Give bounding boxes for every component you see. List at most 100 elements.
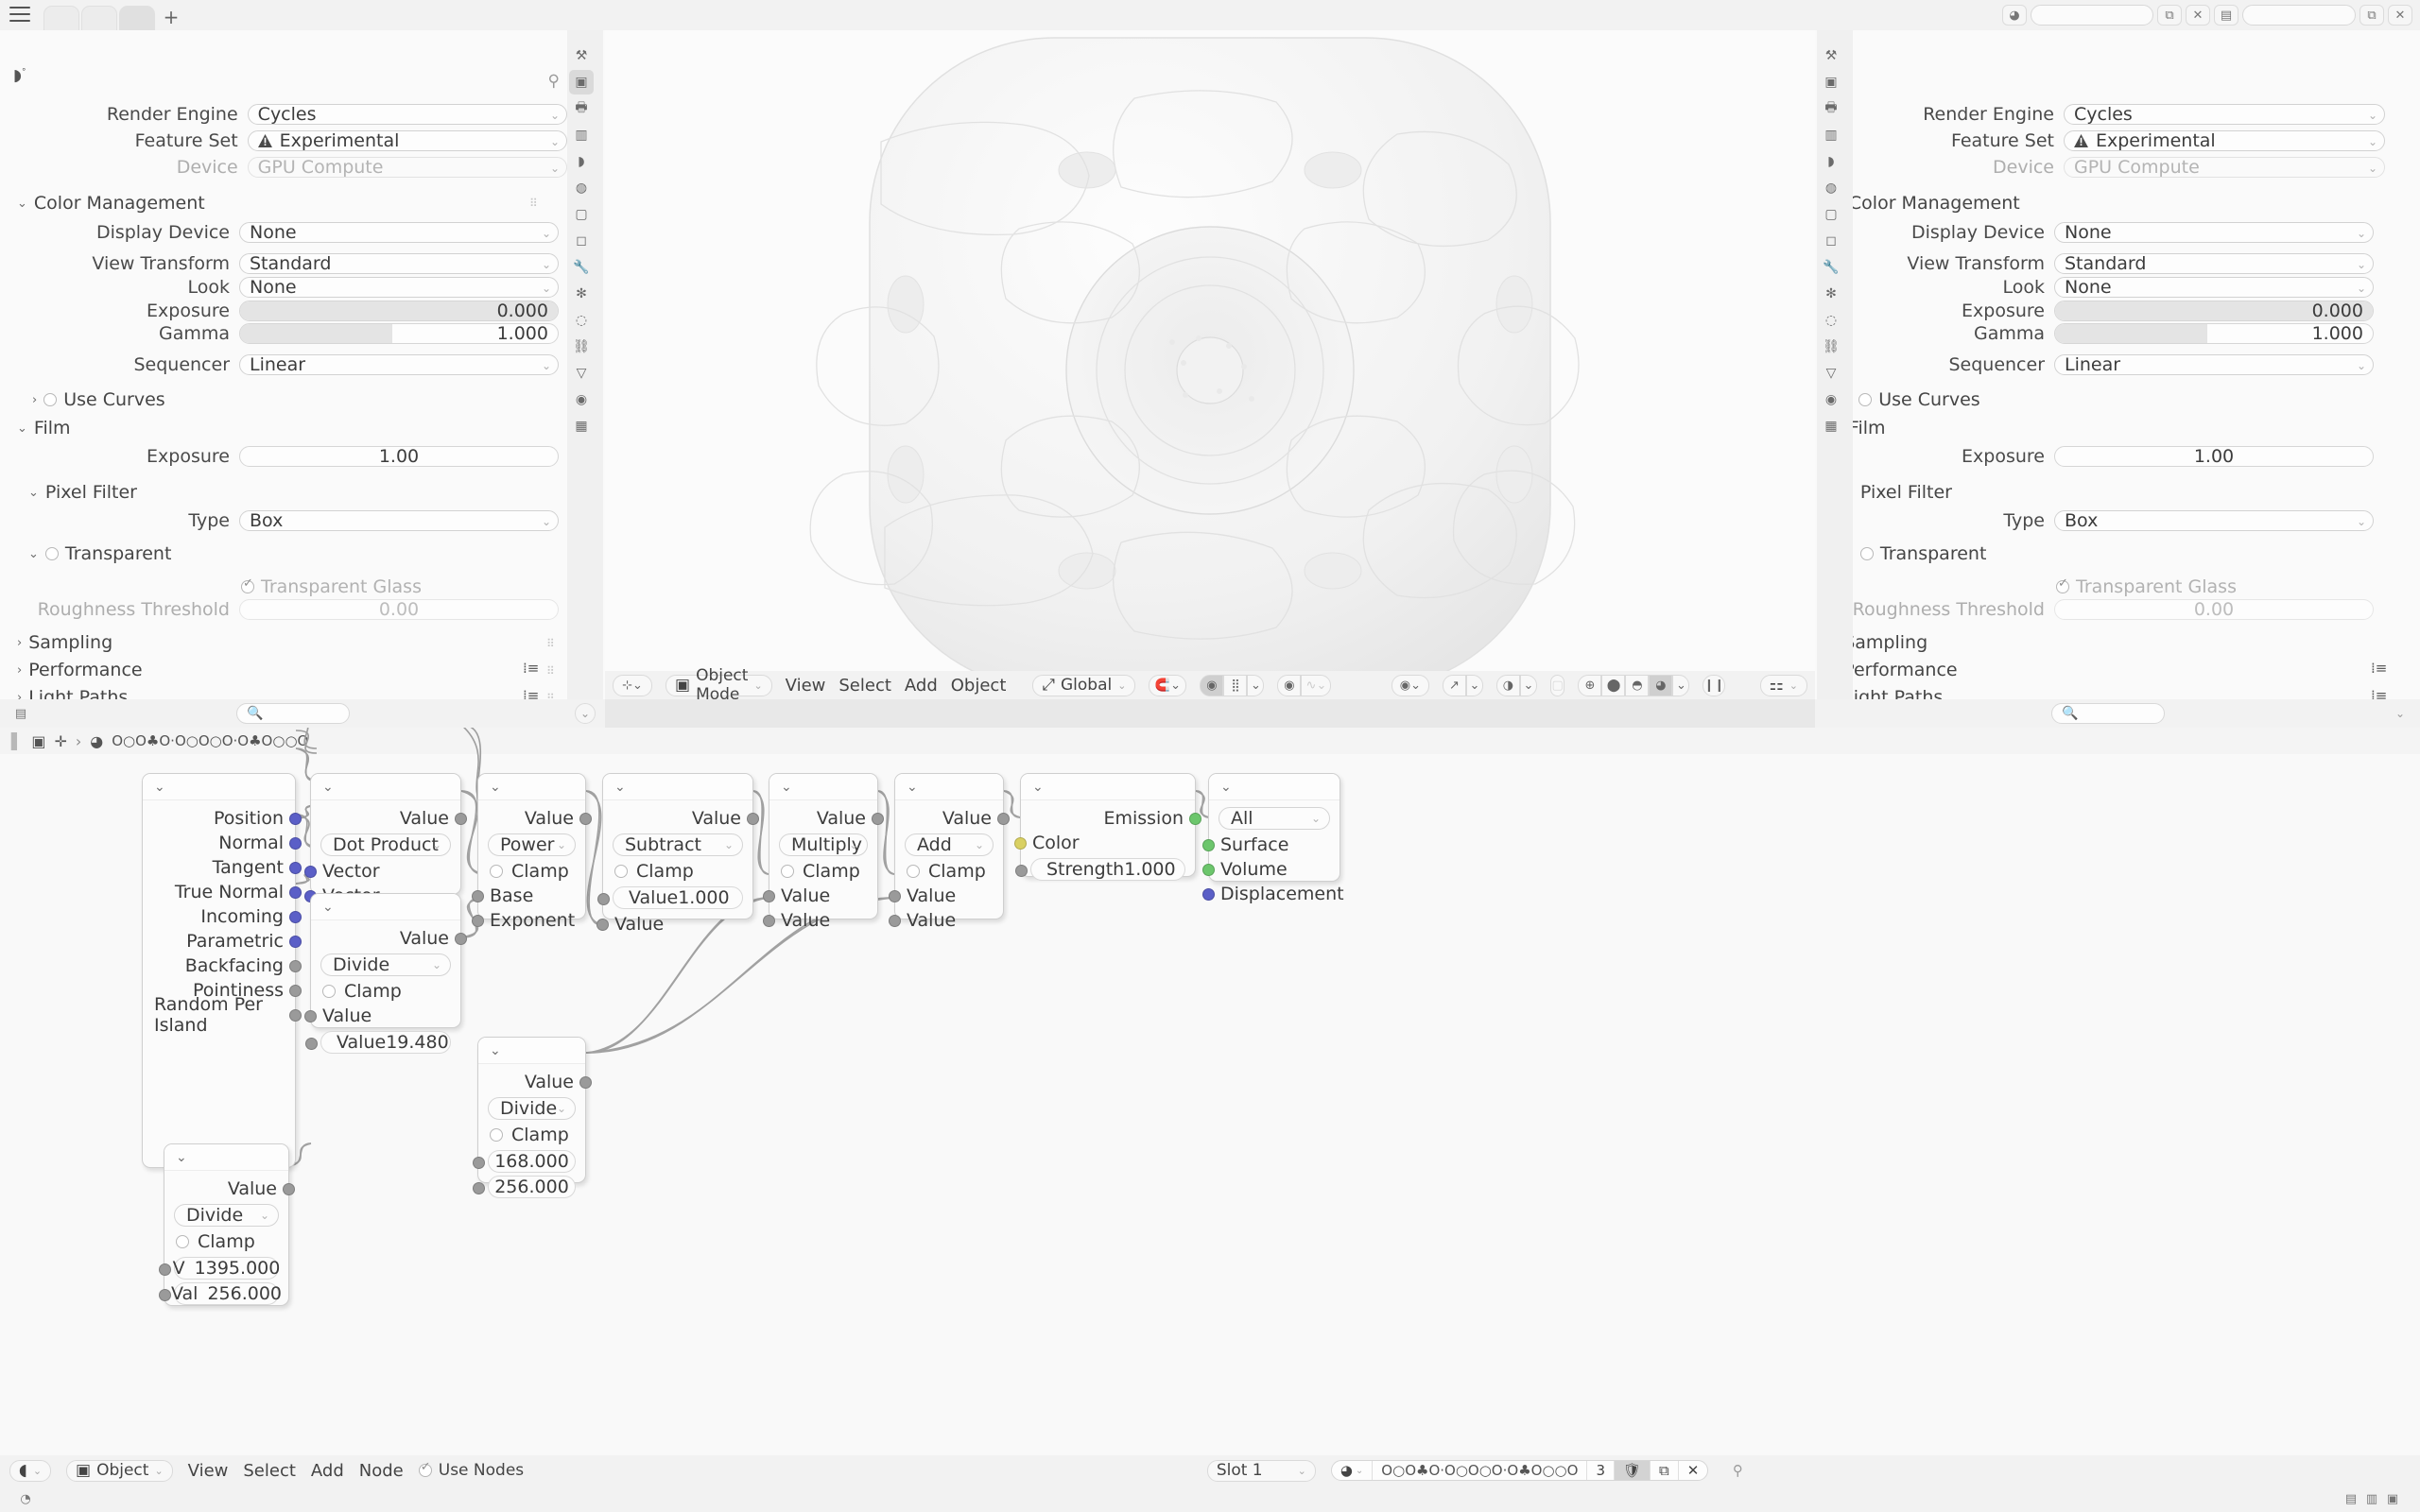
socket-tangent[interactable] — [289, 862, 302, 874]
sidebar-item-world-right[interactable]: ◍ — [1824, 180, 1838, 196]
socket-color[interactable] — [1014, 837, 1027, 850]
node-math-divide-a[interactable]: ⌄ Value Divide ⌄ Clamp Value Value 19.480 — [304, 893, 467, 1054]
shield-icon[interactable]: 🛡 — [1614, 1461, 1651, 1480]
gizmo-group[interactable]: ↗ ⌄ — [1442, 674, 1483, 696]
transform-orientation-selector[interactable]: ⤢ Global ⌄ — [1032, 674, 1136, 696]
socket-value-in-2[interactable] — [473, 1182, 485, 1194]
node-emission[interactable]: ⌄ Emission Color Strength 1.000 — [1014, 773, 1201, 881]
viewport-3d[interactable]: ⊹⌄ ▣ Object Mode ⌄ View Select Add Objec… — [605, 30, 1815, 699]
operation-dropdown[interactable]: Dot Product ⌄ — [320, 833, 451, 856]
sidebar-item-physics-right[interactable]: ◌ — [1824, 313, 1838, 328]
socket-exponent[interactable] — [472, 915, 484, 927]
operation-dropdown[interactable]: Divide ⌄ — [488, 1097, 576, 1120]
look-dropdown[interactable]: None ⌄ — [239, 277, 559, 298]
transparent-checkbox[interactable] — [44, 547, 59, 560]
clamp-checkbox[interactable] — [490, 865, 503, 878]
new-scene-icon[interactable]: ⧉ — [2157, 5, 2182, 26]
look-dropdown-right[interactable]: None ⌄ — [2054, 277, 2374, 298]
sidebar-item-physics[interactable]: ◌ — [575, 313, 588, 328]
section-transparent-right[interactable]: ⌄ Transparent — [1843, 543, 1986, 564]
socket-true-normal[interactable] — [289, 886, 302, 899]
proportional-edit-icon[interactable]: ◉ — [1200, 674, 1224, 696]
falloff-smooth-icon[interactable]: ◉ — [1277, 674, 1302, 696]
chevron-down-icon[interactable]: ⌄ — [490, 1042, 501, 1058]
socket-vector-1[interactable] — [304, 866, 317, 878]
properties-search-input-right[interactable]: 🔍 — [2051, 703, 2165, 724]
node-header[interactable]: ⌄ — [478, 774, 585, 800]
sidebar-item-constraint-right[interactable]: ⛓ — [1823, 339, 1840, 354]
node-geometry[interactable]: ⌄ Position Normal Tangent True Normal In… — [142, 773, 302, 1168]
socket-value-in-1[interactable] — [304, 1010, 317, 1022]
render-engine-dropdown[interactable]: Cycles ⌄ — [247, 104, 567, 125]
clamp-checkbox[interactable] — [614, 865, 628, 878]
socket-volume[interactable] — [1202, 864, 1215, 876]
properties-expand-button-right[interactable]: ⌄ — [2394, 707, 2406, 720]
use-curves-checkbox-right[interactable] — [1858, 393, 1873, 406]
node-math-add[interactable]: ⌄ Value Add ⌄ Clamp Value Value — [889, 773, 1010, 931]
sidebar-item-particles-right[interactable]: ✻ — [1825, 286, 1837, 301]
node-math-divide-b[interactable]: ⌄ Value Divide ⌄ Clamp 168.000 256.000 — [473, 1037, 592, 1198]
socket-base[interactable] — [472, 890, 484, 902]
value-field-1[interactable]: Value 1.000 — [597, 886, 743, 909]
sidebar-item-object-right[interactable]: ◻ — [1825, 233, 1837, 249]
film-exposure-slider[interactable]: 1.00 — [239, 446, 559, 467]
node-header[interactable]: ⌄ — [769, 774, 877, 800]
editor-type-shader-selector[interactable]: ◖ ⌄ — [9, 1459, 51, 1482]
overlays-icon[interactable]: ◑ — [1495, 674, 1520, 696]
list-icon-1[interactable]: ⁞≡ — [523, 660, 540, 677]
main-menu-icon[interactable] — [9, 7, 30, 24]
unlink-scene-icon[interactable]: ✕ — [2186, 5, 2210, 26]
snap-group[interactable]: 🧲⌄ — [1149, 674, 1187, 696]
sidebar-item-render-right[interactable]: ▣ — [1824, 75, 1838, 90]
display-device-dropdown-right[interactable]: None ⌄ — [2054, 222, 2374, 243]
shading-modes-group[interactable]: ⊕ ⬤ ◓ ◕ ⌄ — [1578, 674, 1690, 696]
workspace-tab-1[interactable] — [43, 6, 79, 30]
mode-selector[interactable]: ▣ Object Mode ⌄ — [666, 666, 772, 699]
use-nodes-checkbox[interactable] — [418, 1460, 432, 1477]
cm-gamma-slider[interactable]: 1.000 — [239, 323, 559, 344]
node-header[interactable]: ⌄ — [895, 774, 1003, 800]
chevron-down-icon[interactable]: ⌄ — [1220, 779, 1232, 795]
section-transparent[interactable]: ⌄ Transparent — [28, 543, 171, 564]
chevron-down-icon[interactable]: ⌄ — [614, 779, 626, 795]
operation-dropdown[interactable]: Power ⌄ — [488, 833, 576, 856]
sidebar-item-constraint[interactable]: ⛓ — [573, 339, 590, 354]
socket-incoming[interactable] — [289, 911, 302, 923]
sidebar-item-data-right[interactable]: ▽ — [1825, 366, 1837, 381]
copy-icon[interactable]: ⧉ — [1651, 1461, 1679, 1480]
sidebar-item-output-right[interactable]: 🖶 — [1824, 100, 1838, 115]
sidebar-item-collection[interactable]: ▢ — [575, 207, 588, 222]
cm-exposure-slider-right[interactable]: 0.000 — [2054, 301, 2374, 321]
list-icon-2-right[interactable]: ⁞≡ — [2371, 687, 2388, 699]
node-header[interactable]: ⌄ — [143, 774, 295, 800]
socket-random-per-island[interactable] — [289, 1009, 302, 1022]
socket-displacement[interactable] — [1202, 888, 1215, 901]
snap-target-icon[interactable]: ⣿ — [1223, 674, 1248, 696]
wireframe-icon[interactable]: ⊕ — [1578, 674, 1602, 696]
socket-position[interactable] — [289, 813, 302, 825]
cm-exposure-slider[interactable]: 0.000 — [239, 301, 559, 321]
node-math-subtract[interactable]: ⌄ Value Subtract ⌄ Clamp Value 1.000 Valu… — [596, 773, 759, 935]
film-exposure-slider-right[interactable]: 1.00 — [2054, 446, 2374, 467]
section-film[interactable]: ⌄ Film — [17, 418, 71, 438]
pause-icon[interactable]: ❙❙ — [1703, 674, 1726, 696]
pixel-filter-type-dropdown-right[interactable]: Box ⌄ — [2054, 510, 2374, 531]
clamp-toggle[interactable]: Clamp — [164, 1229, 288, 1254]
socket-value-in-2[interactable] — [159, 1289, 171, 1301]
socket-value-out[interactable] — [579, 1076, 592, 1089]
sidebar-item-material-right[interactable]: ◉ — [1824, 392, 1838, 407]
clamp-toggle[interactable]: Clamp — [769, 859, 877, 884]
section-pixel-filter[interactable]: ⌄ Pixel Filter — [28, 482, 137, 503]
node-math-power[interactable]: ⌄ Value Power ⌄ Clamp Base Exponent — [472, 773, 592, 931]
socket-value-in-2[interactable] — [596, 919, 609, 931]
workspace-tab-3[interactable] — [119, 6, 155, 30]
sidebar-item-tool[interactable]: ⚒ — [575, 48, 588, 63]
socket-backfacing[interactable] — [289, 960, 302, 972]
clamp-checkbox[interactable] — [322, 985, 336, 998]
chevron-down-icon[interactable]: ⌄ — [1247, 674, 1265, 696]
sequencer-dropdown[interactable]: Linear ⌄ — [239, 354, 559, 375]
editor-type-selector[interactable]: ⊹⌄ — [613, 674, 652, 696]
viewport-menu-select[interactable]: Select — [838, 675, 891, 696]
properties-search-input[interactable]: 🔍 — [236, 703, 350, 724]
node-header[interactable]: ⌄ — [311, 894, 460, 920]
